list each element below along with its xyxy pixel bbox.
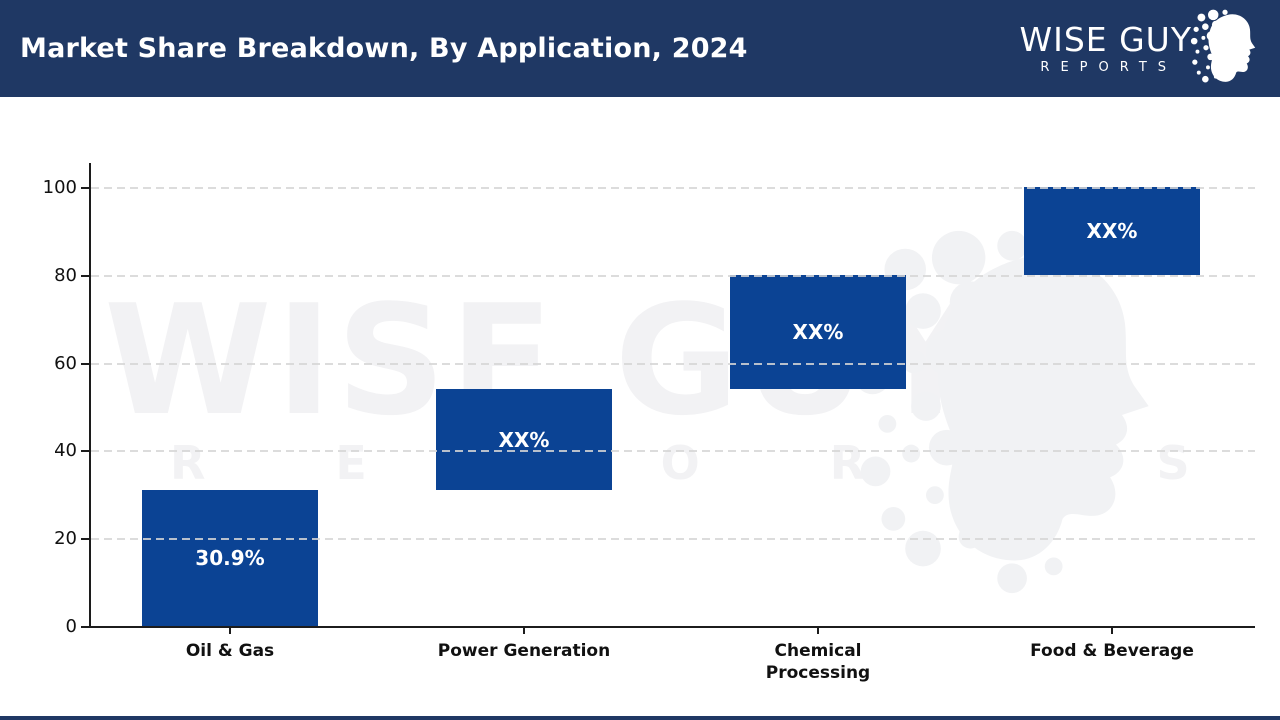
x-category-label: Food & Beverage: [1030, 641, 1194, 661]
bar-food-beverage: XX%: [1024, 187, 1200, 275]
x-category-label: Oil & Gas: [185, 641, 275, 661]
x-tick: [1111, 628, 1113, 634]
y-tick: [81, 274, 89, 277]
logo-reports-label: REPORTS: [1040, 59, 1178, 75]
y-tick: [81, 362, 89, 365]
y-tick: [81, 538, 89, 541]
bar-chemical-processing: XX%: [730, 274, 906, 389]
bar-value-label: 30.9%: [195, 546, 265, 571]
x-axis: [89, 626, 1255, 628]
watermark-head-icon: [856, 230, 1149, 594]
x-category-label: Chemical Processing: [765, 641, 871, 684]
y-tick-label: 80: [54, 264, 77, 286]
gridline: [91, 187, 1255, 189]
y-tick-label: 60: [54, 352, 77, 374]
wise-guy-reports-logo: WISE GUY REPORTS: [1019, 6, 1268, 92]
bar-value-label: XX%: [498, 427, 550, 452]
y-tick: [81, 626, 89, 628]
bar-value-label: XX%: [1086, 218, 1138, 243]
x-tick: [523, 628, 525, 634]
bar-value-label: XX%: [792, 319, 844, 344]
y-tick-label: 0: [65, 616, 77, 637]
y-tick-label: 20: [54, 528, 77, 550]
gridline: [91, 274, 1255, 277]
bar-power-generation: XX%: [436, 388, 612, 491]
x-category-label: Power Generation: [437, 641, 611, 661]
y-tick: [81, 187, 89, 189]
y-tick: [81, 450, 89, 453]
x-tick: [817, 628, 819, 634]
gridline: [91, 362, 1255, 365]
page-title: Market Share Breakdown, By Application, …: [20, 33, 748, 64]
gridline: [91, 538, 1255, 541]
x-tick: [229, 628, 231, 634]
y-tick-label: 40: [54, 440, 77, 462]
bar-oil-gas: 30.9%: [142, 490, 318, 626]
gridline: [91, 450, 1255, 453]
logo-text: WISE GUY REPORTS: [1019, 23, 1192, 75]
header-bar: Market Share Breakdown, By Application, …: [0, 0, 1280, 97]
logo-head-icon: [1190, 9, 1256, 83]
footer-strip: [0, 716, 1280, 720]
y-axis: [89, 163, 91, 628]
y-tick-label: 100: [42, 177, 77, 198]
logo-wiseguy-label: WISE GUY: [1019, 20, 1192, 60]
